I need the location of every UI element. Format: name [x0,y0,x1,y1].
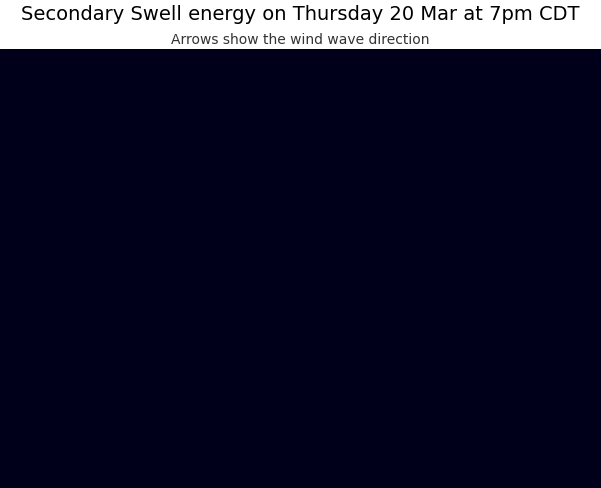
Text: Arrows show the wind wave direction: Arrows show the wind wave direction [171,33,430,47]
Text: Secondary Swell energy on Thursday 20 Mar at 7pm CDT: Secondary Swell energy on Thursday 20 Ma… [21,5,580,24]
